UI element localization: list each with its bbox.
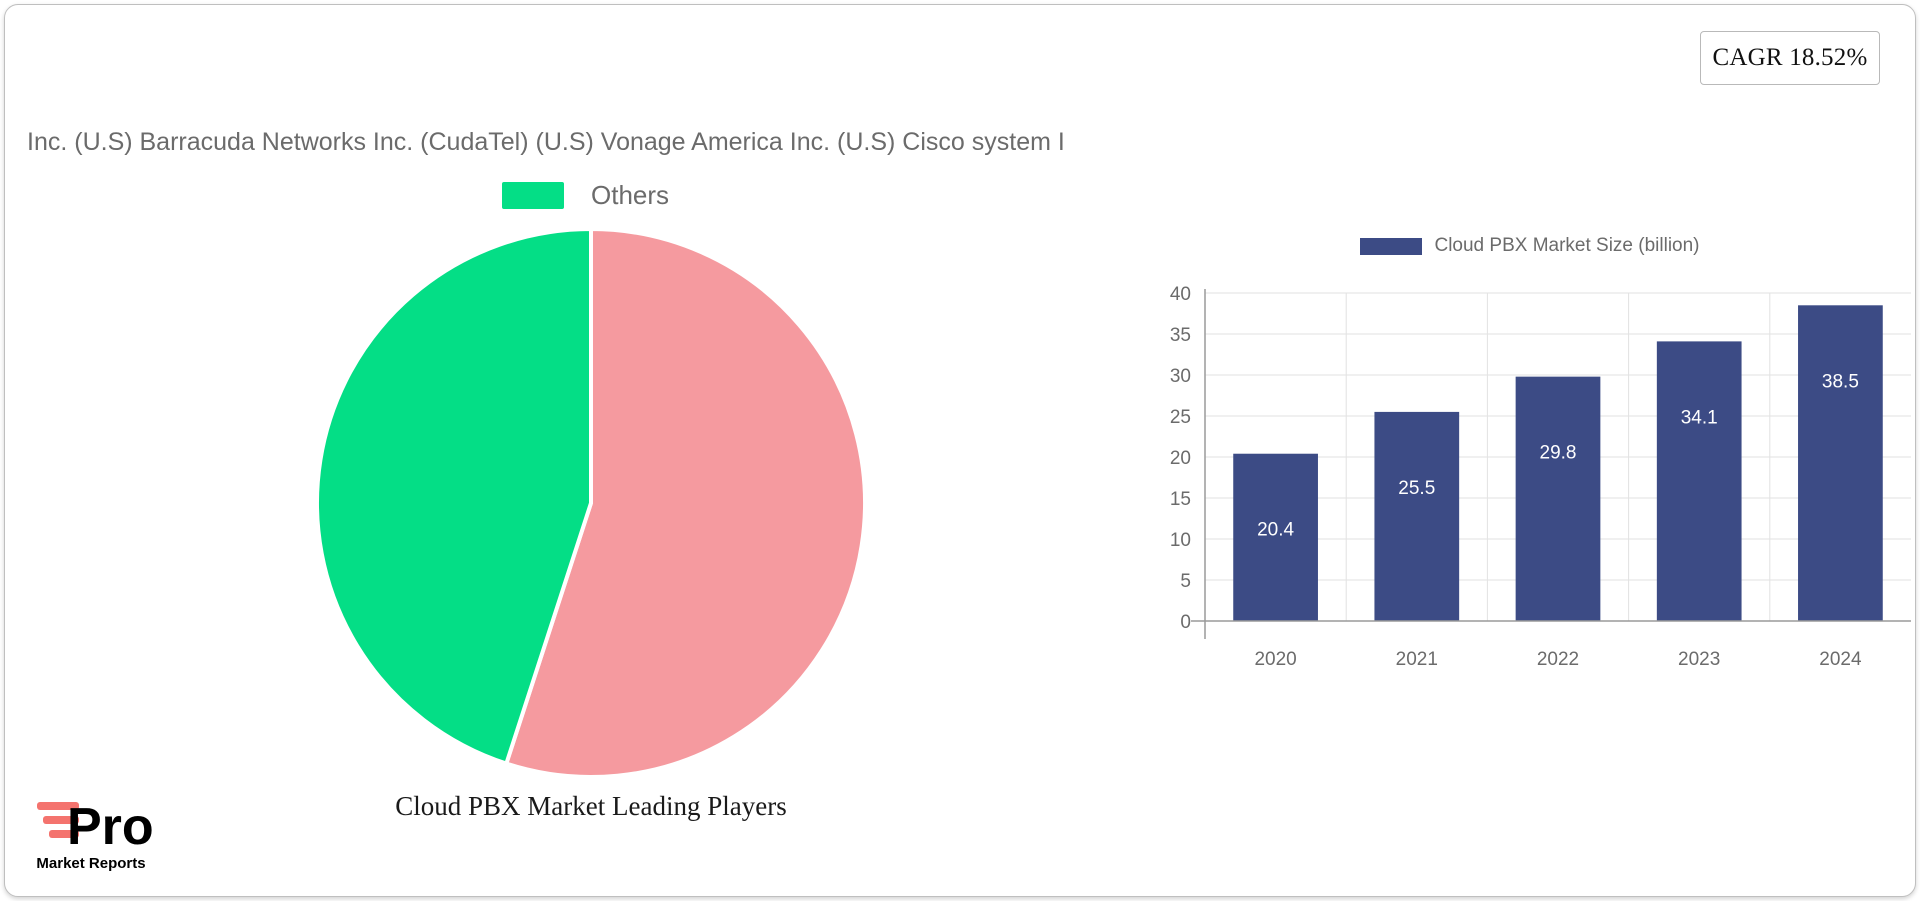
logo-speed-bars	[37, 802, 79, 838]
bar-value-labels: 20.4 25.5 29.8 34.1 38.5	[1257, 371, 1859, 540]
bar-legend-label-market-size: Cloud PBX Market Size (billion)	[1434, 235, 1700, 256]
pie-slice-others[interactable]	[315, 227, 593, 767]
bar-series	[1233, 305, 1883, 621]
y-tick-label: 25	[1170, 407, 1191, 428]
bar-legend-swatch-market-size[interactable]	[1360, 237, 1423, 255]
cagr-badge-label: CAGR 18.52%	[1712, 44, 1868, 71]
y-tick-label: 0	[1180, 612, 1191, 633]
pie-chart-title: Cloud PBX Market Leading Players	[395, 791, 787, 821]
pro-market-reports-logo: Pro Market Reports	[29, 792, 154, 874]
x-tick-label: 2023	[1678, 649, 1720, 670]
bar-2024[interactable]	[1798, 305, 1883, 621]
x-tick-label: 2020	[1254, 649, 1296, 670]
pie-subtitle: Inc. (U.S) Barracuda Networks Inc. (Cuda…	[27, 128, 1065, 156]
y-tick-label: 20	[1170, 448, 1191, 469]
vertical-grid-lines	[1345, 293, 1771, 621]
bar-2021[interactable]	[1374, 411, 1460, 621]
bar-value-label: 25.5	[1398, 478, 1435, 499]
y-tick-label: 5	[1180, 571, 1191, 592]
bar-value-label: 38.5	[1822, 371, 1859, 392]
y-tick-label: 35	[1170, 325, 1191, 346]
bar-2022[interactable]	[1515, 376, 1601, 621]
y-tick-label: 15	[1170, 489, 1191, 510]
logo-secondary-text: Market Reports	[36, 855, 145, 872]
bar-chart-panel: Cloud PBX Market Size (billion) 0 5 10 15 20…	[1145, 235, 1915, 685]
bar-chart-plot: 0 5 10 15 20 25 30 35 40 2020 2021 2022 2023 2024 20…	[1145, 285, 1915, 685]
x-axis-tick-labels: 2020 2021 2022 2023 2024	[1254, 649, 1862, 670]
y-tick-label: 40	[1170, 285, 1191, 305]
bar-legend: Cloud PBX Market Size (billion)	[1145, 235, 1915, 257]
bar-value-label: 29.8	[1540, 443, 1577, 464]
y-tick-label: 30	[1170, 366, 1191, 387]
pie-legend-label-others: Others	[591, 180, 670, 210]
cagr-badge: CAGR 18.52%	[1700, 31, 1880, 85]
pie-legend: Others	[502, 180, 669, 211]
x-tick-label: 2024	[1819, 649, 1862, 670]
bar-value-label: 34.1	[1681, 407, 1718, 428]
bar-2020[interactable]	[1233, 453, 1318, 621]
pie-slice-leading-players[interactable]	[503, 227, 867, 779]
report-card: CAGR 18.52% Inc. (U.S) Barracuda Network…	[4, 4, 1916, 897]
y-tick-label: 10	[1170, 530, 1191, 551]
y-axis-tick-labels: 0 5 10 15 20 25 30 35 40	[1170, 285, 1191, 633]
x-tick-label: 2022	[1537, 649, 1579, 670]
bar-2023[interactable]	[1656, 341, 1742, 621]
pie-chart	[315, 227, 867, 779]
pie-chart-panel: Inc. (U.S) Barracuda Networks Inc. (Cuda…	[5, 5, 1155, 896]
logo-primary-text: Pro	[67, 798, 154, 856]
bar-value-label: 20.4	[1257, 520, 1294, 541]
pie-legend-swatch-others[interactable]	[502, 182, 564, 209]
x-tick-label: 2021	[1396, 649, 1438, 670]
